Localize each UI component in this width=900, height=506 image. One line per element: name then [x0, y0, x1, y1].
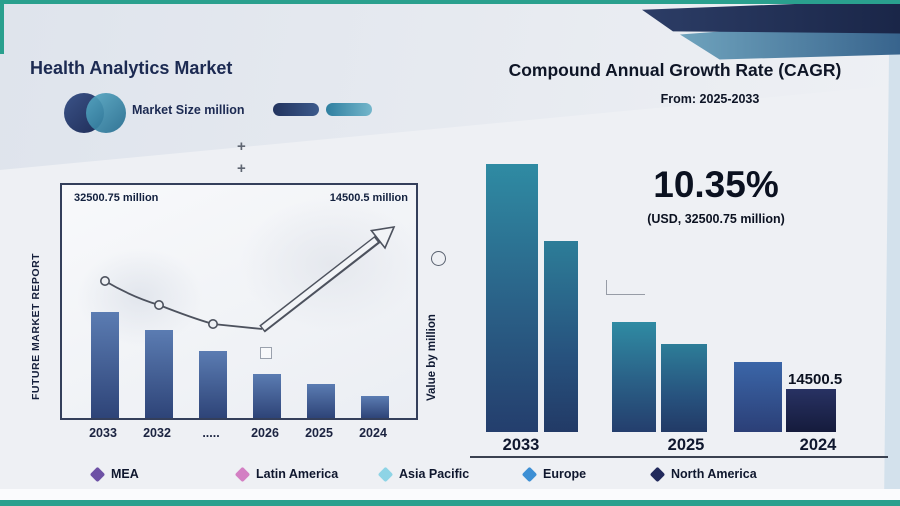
plus-decoration-icon: +: [237, 138, 246, 155]
bar-2032: [145, 330, 173, 418]
legend-item-north-america: North America: [649, 466, 757, 482]
asia-pacific-diamond-icon: [377, 466, 394, 482]
right-bar-2024-b: [786, 389, 836, 432]
legend-item-asia-pacific: Asia Pacific: [377, 466, 470, 482]
right-bar-2024-a: [734, 362, 782, 432]
value-axis-label: Value by million: [426, 314, 438, 402]
cagr-value: 10.35%: [653, 164, 779, 205]
right-bar-2025-a: [612, 322, 656, 432]
trend-marker: [208, 319, 219, 330]
right-value-label: 14500.5: [788, 371, 843, 388]
x-label-2032: 2032: [143, 426, 171, 440]
north-america-diamond-icon: [649, 466, 666, 482]
legend-label: North America: [671, 467, 757, 481]
legend-item-europe: Europe: [521, 466, 587, 482]
bottom-accent-line: [0, 500, 900, 506]
x-label-2024: 2024: [359, 426, 387, 440]
right-x-label-2025: 2025: [667, 436, 705, 454]
europe-diamond-icon: [521, 466, 538, 482]
right-x-label-2024: 2024: [799, 436, 837, 454]
bar-2033: [91, 312, 119, 418]
top-accent-line: [0, 0, 900, 4]
bracket-decoration-icon: [606, 280, 645, 295]
legend-item-latin-america: Latin America: [234, 466, 339, 482]
legend-label: Asia Pacific: [399, 467, 470, 481]
market-size-label: Market Size million: [132, 103, 245, 117]
x-label-2025: 2025: [305, 426, 333, 440]
min-value-label: 14500.5 million: [329, 192, 408, 204]
x-label-2026: 2026: [251, 426, 279, 440]
right-chart-title: Compound Annual Growth Rate (CAGR): [508, 60, 842, 80]
legend-label: MEA: [111, 467, 139, 481]
bar-2025: [307, 384, 335, 418]
cagr-detail: (USD, 32500.75 million): [647, 212, 785, 226]
market-size-icon: [64, 93, 130, 133]
bottom-white-strip: [0, 489, 900, 500]
latin-america-diamond-icon: [234, 466, 251, 482]
legend-item-mea: MEA: [89, 466, 139, 482]
circle-decoration-icon: [431, 251, 446, 266]
bar-2026: [253, 374, 281, 418]
future-market-report-label: FUTURE MARKET REPORT: [30, 252, 42, 400]
legend-label: Europe: [543, 467, 587, 481]
plus-decoration-icon: +: [237, 160, 246, 177]
small-square-decoration-icon: [260, 347, 272, 359]
mea-diamond-icon: [89, 466, 106, 482]
venn-circle-teal-icon: [86, 93, 126, 133]
right-chart-baseline: [470, 456, 888, 458]
navy-pill-icon: [273, 103, 319, 116]
trend-marker: [99, 276, 110, 287]
max-value-label: 32500.75 million: [74, 192, 159, 204]
teal-pill-icon: [326, 103, 372, 116]
right-x-label-2033: 2033: [502, 436, 540, 454]
x-label-dots: .....: [202, 426, 220, 440]
right-bar-2025-b: [661, 344, 707, 432]
right-bar-2033-b: [544, 241, 578, 432]
left-accent-line: [0, 0, 4, 54]
left-bar-chart-panel: 32500.75 million 14500.5 million: [60, 183, 418, 420]
left-chart-title: Health Analytics Market: [30, 58, 233, 78]
x-label-2033: 2033: [89, 426, 117, 440]
right-chart-subtitle: From: 2025-2033: [660, 92, 760, 106]
legend-label: Latin America: [256, 467, 339, 481]
trend-marker: [154, 300, 165, 311]
trend-line: [99, 225, 396, 333]
arrow-head-icon: [369, 225, 396, 250]
bar-2024: [361, 396, 389, 418]
right-bar-2033-a: [486, 164, 538, 432]
bar-mid-years: [199, 351, 227, 418]
